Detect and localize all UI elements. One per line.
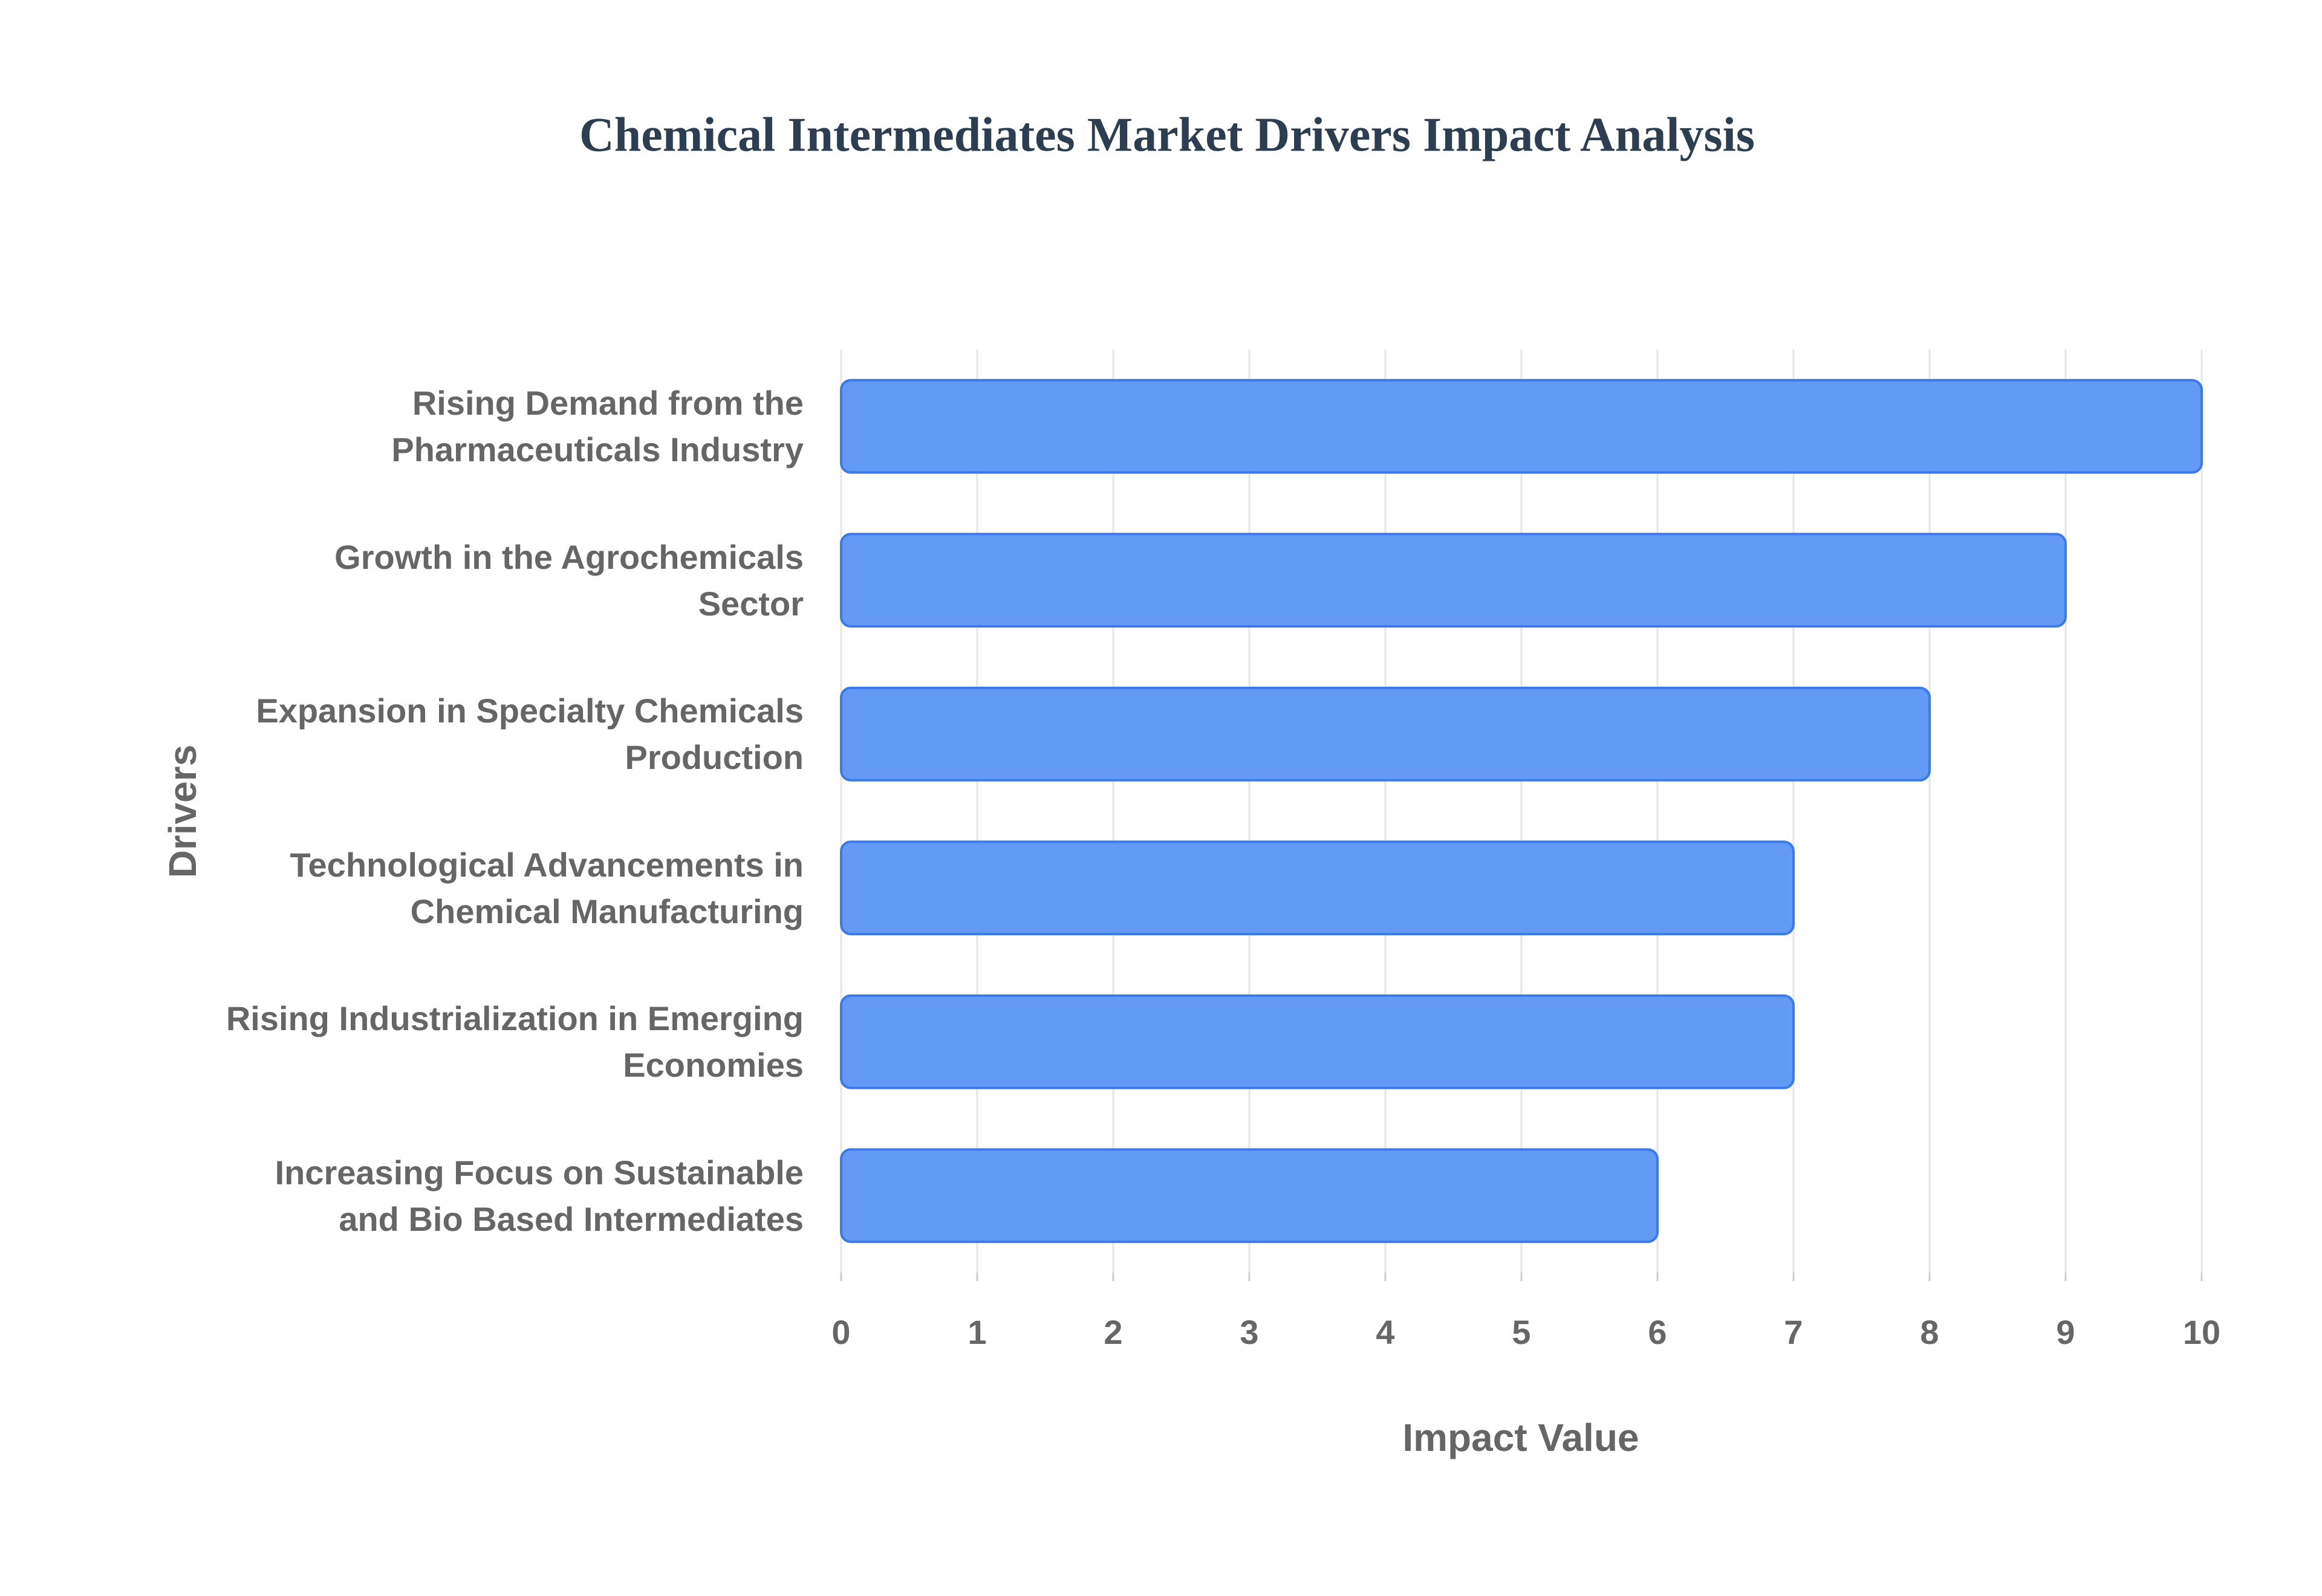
x-tick-label: 4 — [1376, 1313, 1394, 1351]
x-tick-label: 10 — [2183, 1313, 2220, 1351]
y-tick-label: Increasing Focus on Sustainable and Bio … — [275, 1153, 804, 1238]
bar — [840, 994, 1795, 1089]
y-tick-label: Rising Industrialization in Emerging Eco… — [226, 999, 804, 1085]
x-tick-label: 8 — [1920, 1313, 1939, 1351]
x-tick-label: 7 — [1784, 1313, 1803, 1351]
y-tick-label: Growth in the Agrochemicals Sector — [334, 537, 804, 623]
y-tick-label: Expansion in Specialty Chemicals Product… — [256, 692, 804, 777]
y-tick-label: Rising Demand from the Pharmaceuticals I… — [391, 384, 804, 469]
x-tick-label: 0 — [831, 1313, 850, 1351]
bar — [840, 840, 1795, 936]
x-tick-label: 1 — [968, 1313, 986, 1351]
bar — [840, 533, 2067, 628]
bar — [840, 378, 2203, 474]
y-axis-title: Drivers — [161, 745, 204, 878]
chart-title: Chemical Intermediates Market Drivers Im… — [579, 108, 1755, 161]
x-tick-label: 2 — [1104, 1313, 1122, 1351]
y-tick-label: Technological Advancements in Chemical M… — [290, 845, 804, 930]
x-tick-label: 9 — [2056, 1313, 2075, 1351]
bar — [840, 686, 1931, 782]
x-axis-title: Impact Value — [1402, 1416, 1639, 1459]
x-tick-label: 5 — [1512, 1313, 1530, 1351]
x-tick-label: 6 — [1648, 1313, 1667, 1351]
bar — [840, 1148, 1659, 1244]
x-tick-label: 3 — [1240, 1313, 1258, 1351]
